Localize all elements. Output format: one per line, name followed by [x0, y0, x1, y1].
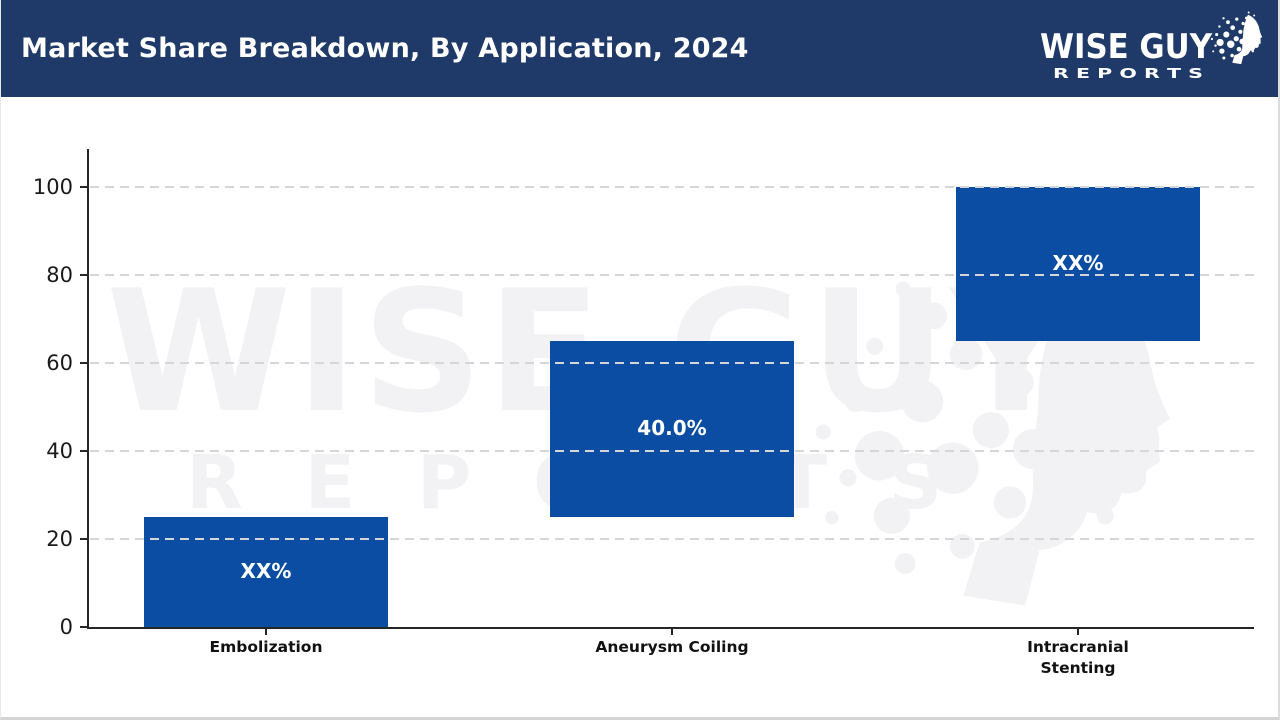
page-title: Market Share Breakdown, By Application, … [21, 33, 749, 64]
y-tick-mark [80, 626, 88, 628]
wiseguy-logo: WISE GUY R E P O R T S [1040, 11, 1263, 82]
category-label: Embolization [209, 638, 323, 656]
bar-value-label: XX% [1052, 251, 1104, 276]
gridline [90, 362, 1254, 364]
bar-value-label: 40.0% [637, 416, 707, 441]
x-tick-mark [671, 629, 673, 635]
y-tick-mark [80, 186, 88, 188]
gridline [90, 538, 1254, 540]
y-tick-label: 100 [32, 175, 73, 199]
y-tick-label: 80 [46, 263, 73, 287]
chart-bar: XX% [144, 517, 388, 627]
y-tick-mark [80, 362, 88, 364]
category-label: Aneurysm Coiling [595, 638, 749, 656]
x-tick-mark [265, 629, 267, 635]
y-tick-mark [80, 274, 88, 276]
y-tick-label: 0 [59, 615, 73, 639]
y-tick-mark [80, 538, 88, 540]
y-tick-mark [80, 450, 88, 452]
y-axis-line [87, 149, 89, 629]
bar-value-label: XX% [240, 559, 292, 584]
y-tick-label: 20 [46, 527, 73, 551]
x-axis-line [87, 627, 1254, 629]
gridline [90, 186, 1254, 188]
chart-bar: 40.0% [550, 341, 794, 517]
category-label: Intracranial Stenting [1027, 638, 1129, 677]
chart-bar: XX% [956, 187, 1200, 341]
gridline [90, 274, 1254, 276]
y-tick-label: 60 [46, 351, 73, 375]
x-tick-mark [1077, 629, 1079, 635]
logo-brand-text: WISE GUY [1040, 27, 1212, 67]
header: Market Share Breakdown, By Application, … [1, 0, 1278, 97]
y-tick-label: 40 [46, 439, 73, 463]
gridline [90, 450, 1254, 452]
dotted-head-icon [1210, 11, 1263, 64]
logo-tagline-text: R E P O R T S [1053, 67, 1203, 82]
